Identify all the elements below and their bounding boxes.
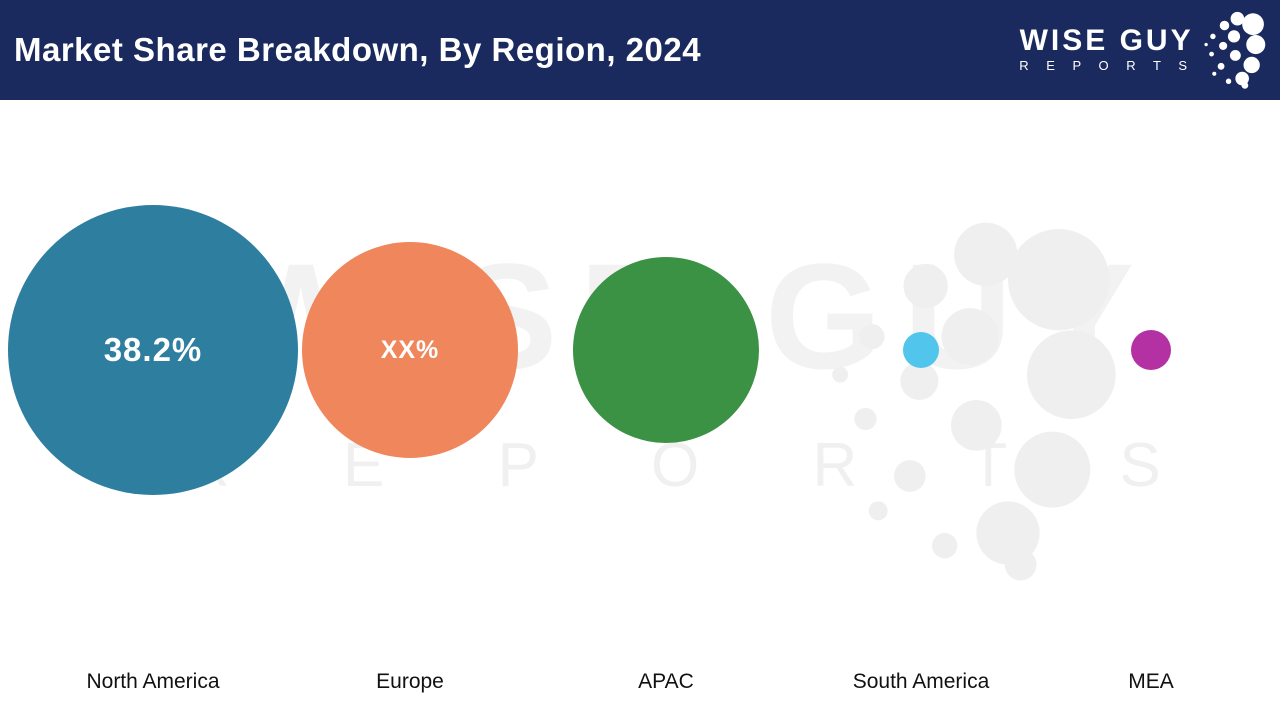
category-label-north-america: North America [86, 670, 220, 693]
brand-head-icon [1200, 8, 1268, 92]
brand-name: WISE GUY [1019, 24, 1194, 57]
category-label-europe: Europe [376, 670, 444, 693]
bubble-chart: WISE GUY R E P O R T S [0, 100, 1280, 720]
bubble-column-europe: XX% Europe [250, 100, 570, 720]
bubble-south-america [903, 332, 939, 368]
bubble-zone [991, 100, 1280, 600]
bubble-column-apac: APAC [506, 100, 826, 720]
bubble-value-label: XX% [380, 335, 440, 364]
bubble-mea [1131, 330, 1171, 370]
bubble-zone: XX% [250, 100, 570, 600]
category-label-apac: APAC [638, 670, 694, 693]
brand-logo-text: WISE GUY R E P O R T S [1019, 25, 1194, 75]
bubble-europe: XX% [302, 242, 518, 458]
bubble-zone [506, 100, 826, 600]
brand-logo: WISE GUY R E P O R T S [1019, 0, 1268, 100]
page-title: Market Share Breakdown, By Region, 2024 [14, 31, 702, 68]
bubble-column-north-america: 38.2% North America [0, 100, 313, 720]
category-label-mea: MEA [1128, 670, 1174, 693]
bubble-apac [573, 257, 759, 443]
bubble-column-mea: MEA [991, 100, 1280, 720]
bubble-value-label: 38.2% [103, 331, 203, 368]
bubble-zone: 38.2% [0, 100, 313, 600]
header-bar: Market Share Breakdown, By Region, 2024 … [0, 0, 1280, 100]
brand-subname: R E P O R T S [1019, 58, 1194, 73]
category-label-south-america: South America [852, 670, 990, 693]
bubble-north-america: 38.2% [8, 205, 298, 495]
